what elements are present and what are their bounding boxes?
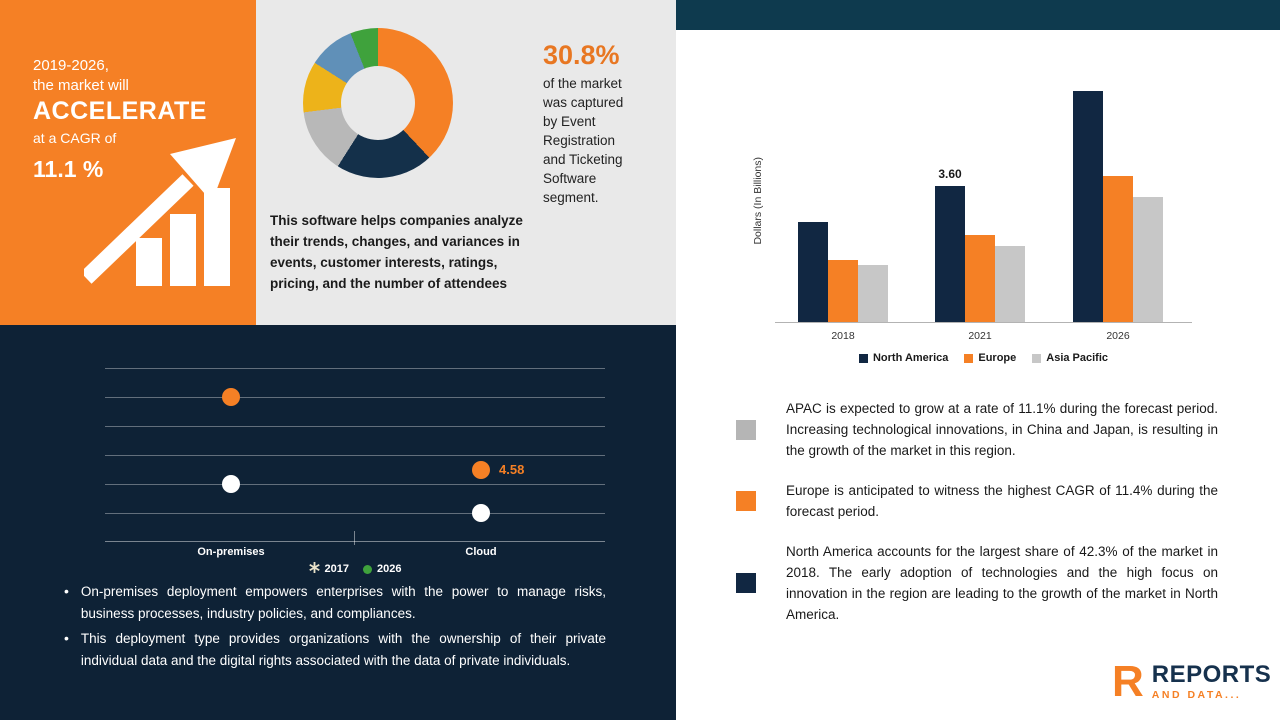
grid-line: [105, 426, 605, 427]
cagr-line4: at a CAGR of: [33, 130, 117, 146]
market-share-donut-chart: [303, 28, 453, 178]
x-tick-2026: 2026: [1106, 330, 1130, 342]
deployment-dot-chart: 2017 2026 4.58 On-premises Cloud: [0, 325, 676, 580]
cagr-rate: 11.1 %: [33, 156, 104, 182]
insight-item: Europe is anticipated to witness the hig…: [736, 480, 1218, 522]
note-item: • On-premises deployment empowers enterpr…: [64, 581, 606, 624]
legend-label: North America: [872, 352, 949, 364]
insight-text: APAC is expected to grow at a rate of 11…: [786, 401, 1218, 458]
bar-group-2026: [1073, 91, 1163, 322]
donut-hole: [341, 66, 415, 140]
note-item: • This deployment type provides organizat…: [64, 628, 606, 671]
cagr-years: 2019-2026,: [33, 57, 109, 74]
bar-north-america-2021: 3.60: [935, 167, 965, 322]
logo-subtitle: AND DATA...: [1151, 689, 1242, 701]
logo-r-icon: R: [1112, 657, 1144, 706]
circle-marker-icon: [363, 564, 372, 574]
bar-asia-pacific-2021: [995, 246, 1025, 322]
dot-chart-legend: 2017 2026: [105, 562, 605, 576]
software-description: This software helps companies analyze th…: [270, 213, 523, 291]
bar-europe-2018: [828, 260, 858, 322]
bar-value-label: 3.60: [938, 167, 962, 181]
x-axis-tick: [354, 531, 355, 545]
dot-legend-label: 2017: [324, 563, 349, 575]
grid-line: [105, 368, 605, 369]
regional-bar-chart: 3.60 North America Europe Asia Pacific 201…: [775, 80, 1192, 380]
grid-line: [105, 455, 605, 456]
legend-swatch: [964, 353, 974, 363]
x-tick-2018: 2018: [831, 330, 855, 342]
legend-label: Asia Pacific: [1046, 352, 1109, 364]
deployment-panel: 2017 2026 4.58 On-premises Cloud • On-premis…: [0, 325, 676, 720]
cagr-accelerate: ACCELERATE: [33, 97, 207, 125]
cagr-text-block: 2019-2026, the market will ACCELERATE at…: [33, 56, 207, 183]
dot-2026-on-premises: [222, 388, 240, 406]
deployment-notes: • On-premises deployment empowers enterpr…: [64, 581, 606, 675]
legend-label: Europe: [978, 352, 1017, 364]
dot-legend-label: 2026: [377, 563, 402, 575]
top-accent-strip: [676, 0, 1280, 30]
bar-group-2018: [798, 222, 888, 322]
insight-text: Europe is anticipated to witness the hig…: [786, 483, 1218, 519]
dot-value-label: 4.58: [499, 461, 525, 477]
cagr-panel: 2019-2026, the market will ACCELERATE at…: [0, 0, 256, 325]
logo-title: REPORTS: [1151, 661, 1272, 688]
dot-2017-cloud: [472, 504, 490, 522]
x-axis: [105, 541, 605, 542]
dot-2017-on-premises: [222, 475, 240, 493]
bar-north-america-2018: [798, 222, 828, 322]
logo-text-block: REPORTS AND DATA...: [1151, 661, 1272, 702]
bar-north-america-2026: [1073, 91, 1103, 322]
note-text: On-premises deployment empowers enterpri…: [80, 584, 606, 621]
bar-group-2021: 3.60: [935, 167, 1025, 322]
dot-legend-2026: 2026: [363, 563, 401, 575]
insight-swatch: [736, 419, 756, 440]
growth-arrow-icon: [84, 138, 236, 286]
y-axis: Dollars (In Billions): [752, 80, 764, 322]
dot-2026-cloud: [472, 460, 490, 479]
bar-plot-area: 3.60: [775, 80, 1192, 323]
insight-item: North America accounts for the largest s…: [736, 541, 1218, 625]
insight-swatch: [736, 573, 756, 593]
grid-line: [105, 397, 605, 398]
asterisk-marker-icon: [308, 562, 320, 576]
legend-swatch: [1032, 353, 1042, 363]
y-axis-label: Dollars (In Billions): [752, 157, 764, 245]
bar-asia-pacific-2018: [858, 265, 888, 322]
legend-north-america: North America: [858, 352, 949, 364]
category-label-on-premises: On-premises: [197, 546, 265, 558]
category-label-cloud: Cloud: [465, 546, 497, 558]
bullet-icon: •: [64, 630, 69, 646]
reports-and-data-logo: R REPORTS AND DATA...: [1112, 657, 1272, 706]
grid-line: [105, 484, 605, 485]
dot-legend-2017: 2017: [308, 562, 349, 576]
x-tick-2021: 2021: [968, 330, 992, 342]
insight-item: APAC is expected to grow at a rate of 11…: [736, 398, 1218, 461]
note-text: This deployment type provides organizati…: [80, 631, 606, 668]
cagr-line2: the market will: [33, 77, 129, 94]
bar-chart-legend: North America Europe Asia Pacific: [775, 352, 1192, 364]
stat-description: of the market was captured by Event Regi…: [543, 76, 624, 205]
insight-text: North America accounts for the largest s…: [786, 544, 1218, 622]
insight-swatch: [736, 491, 756, 511]
legend-asia-pacific: Asia Pacific: [1032, 352, 1108, 364]
bullet-icon: •: [64, 583, 69, 599]
legend-swatch: [858, 353, 868, 363]
regional-insights: APAC is expected to grow at a rate of 11…: [736, 398, 1218, 644]
grid-line: [105, 513, 605, 514]
bar-europe-2021: [965, 235, 995, 322]
stat-value: 30.8%: [543, 40, 620, 70]
bar-europe-2026: [1103, 176, 1133, 322]
legend-europe: Europe: [964, 352, 1016, 364]
bar-asia-pacific-2026: [1133, 197, 1163, 322]
